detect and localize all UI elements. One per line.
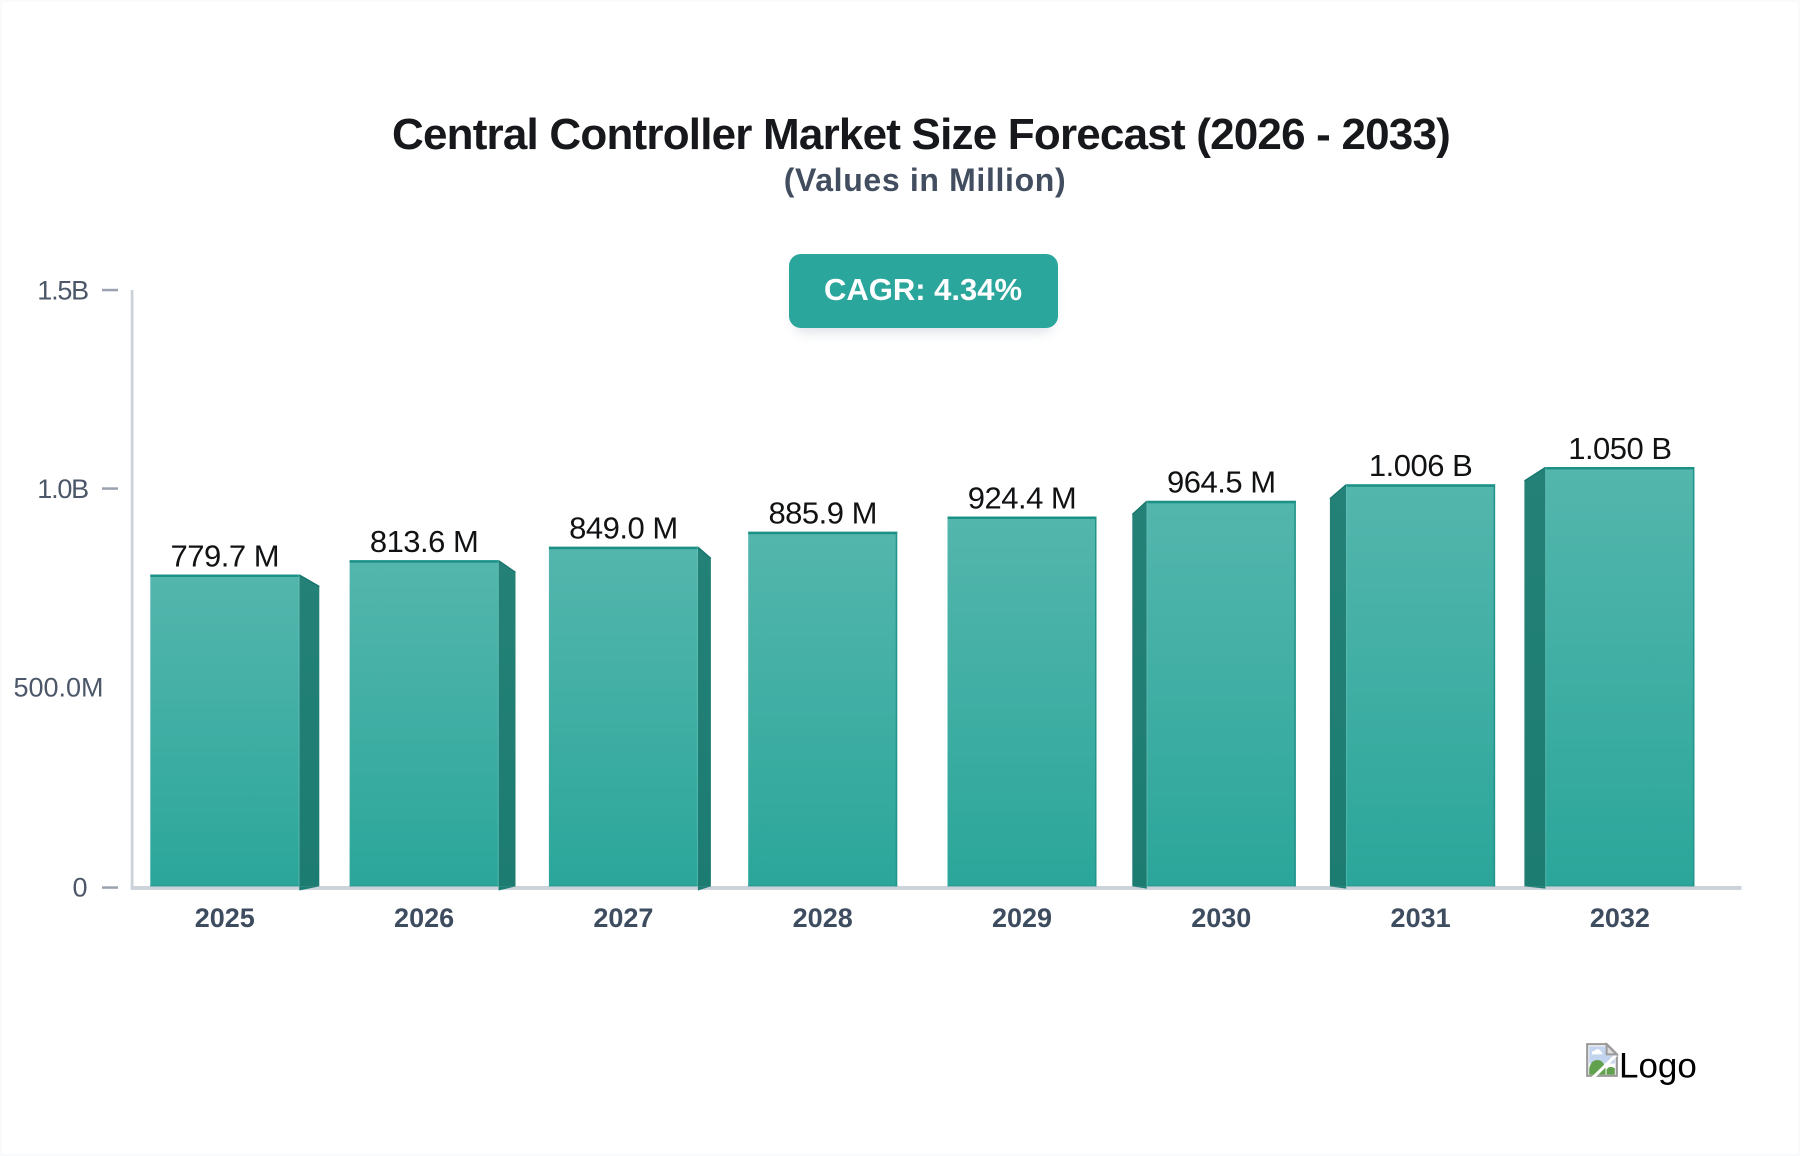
svg-text:(Values in Million): (Values in Million) (784, 162, 1067, 198)
svg-text:Central Controller Market Size: Central Controller Market Size Forecast … (392, 110, 1450, 159)
svg-text:2029: 2029 (992, 903, 1052, 933)
svg-text:1.0B: 1.0B (37, 474, 88, 504)
svg-text:2028: 2028 (793, 903, 853, 933)
svg-text:2026: 2026 (394, 903, 454, 933)
svg-text:2025: 2025 (195, 903, 255, 933)
svg-text:813.6 M: 813.6 M (370, 524, 479, 559)
svg-text:0: 0 (72, 873, 87, 903)
svg-text:779.7 M: 779.7 M (171, 538, 280, 573)
svg-text:1.050 B: 1.050 B (1568, 431, 1671, 466)
svg-text:885.9 M: 885.9 M (768, 496, 877, 531)
svg-text:2027: 2027 (593, 903, 653, 933)
svg-text:500.0M: 500.0M (13, 673, 103, 703)
svg-text:849.0 M: 849.0 M (569, 511, 678, 546)
svg-text:2030: 2030 (1191, 903, 1251, 933)
svg-text:2031: 2031 (1391, 903, 1451, 933)
svg-text:CAGR: 4.34%: CAGR: 4.34% (824, 272, 1022, 307)
svg-text:Logo: Logo (1619, 1047, 1697, 1086)
svg-text:964.5 M: 964.5 M (1167, 465, 1276, 500)
svg-text:1.006 B: 1.006 B (1369, 448, 1472, 483)
svg-text:924.4 M: 924.4 M (968, 480, 1077, 515)
svg-text:2032: 2032 (1590, 903, 1650, 933)
svg-text:1.5B: 1.5B (37, 276, 88, 306)
